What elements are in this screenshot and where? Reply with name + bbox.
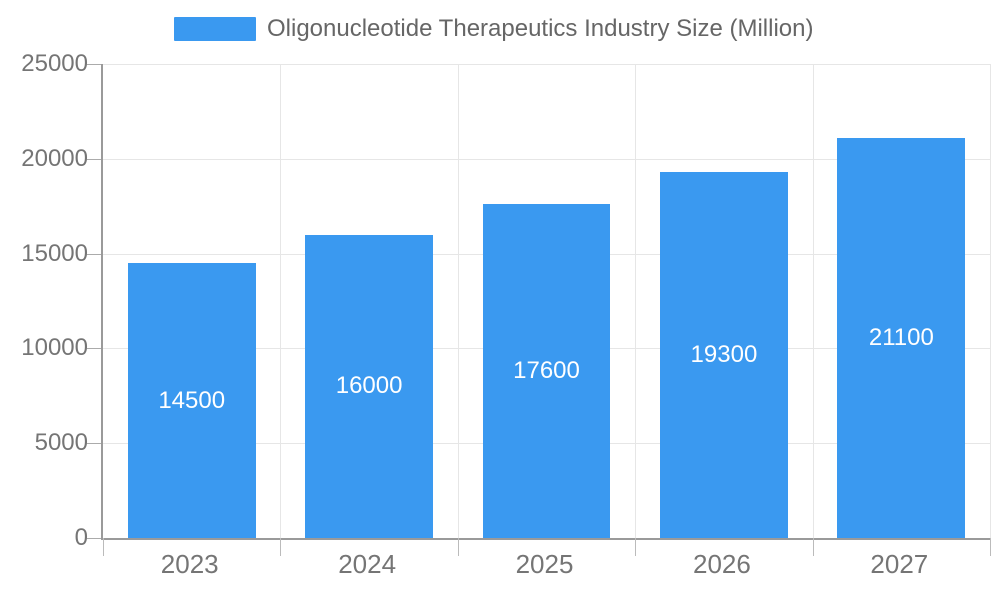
y-tick-label: 0: [74, 524, 88, 551]
x-axis-tick: [635, 538, 637, 556]
y-axis-labels: 25000 20000 15000 10000 5000 0: [0, 50, 88, 551]
bar-slot-2023: 14500: [103, 64, 280, 538]
bar-2024[interactable]: 16000: [305, 234, 433, 538]
y-tick-label: 10000: [21, 334, 88, 362]
x-tick-label: 2026: [693, 549, 751, 579]
plot-area: 14500 16000 17600 19300 21100: [87, 64, 991, 556]
v-gridline: [812, 64, 814, 538]
x-axis-tick: [280, 538, 282, 556]
bars-layer: 14500 16000 17600 19300 21100: [103, 64, 990, 538]
h-gridline: [103, 64, 990, 65]
legend-swatch[interactable]: [174, 17, 256, 41]
x-axis-tick: [457, 538, 459, 556]
bar-2025[interactable]: 17600: [482, 204, 611, 538]
y-tick-label: 15000: [21, 239, 88, 267]
bar-value-label: 14500: [158, 386, 226, 414]
bar-2026[interactable]: 19300: [660, 172, 788, 538]
y-axis-tick: [87, 253, 101, 255]
bar-slot-2025: 17600: [458, 64, 635, 538]
y-axis-tick: [87, 538, 101, 539]
bar-value-label: 17600: [513, 357, 580, 385]
bar-value-label: 21100: [868, 323, 934, 351]
legend-item[interactable]: Oligonucleotide Therapeutics Industry Si…: [174, 15, 813, 43]
y-axis-tick: [87, 348, 101, 350]
x-tick-label: 2025: [515, 549, 574, 579]
bar-value-label: 19300: [690, 341, 758, 369]
x-tick-label: 2027: [870, 549, 929, 579]
bar-slot-2024: 16000: [280, 64, 457, 538]
y-axis-tick: [87, 443, 101, 445]
bar-2023[interactable]: 14500: [127, 263, 256, 538]
y-axis-tick: [87, 158, 101, 160]
bar-slot-2026: 19300: [635, 64, 812, 538]
v-gridline: [990, 64, 991, 538]
x-tick-label: 2023: [160, 549, 219, 579]
h-gridline: [103, 158, 990, 160]
bar-value-label: 16000: [335, 372, 403, 400]
y-tick-label: 25000: [21, 50, 88, 77]
legend-label: Oligonucleotide Therapeutics Industry Si…: [267, 15, 814, 42]
v-gridline: [280, 64, 282, 538]
v-gridline: [457, 64, 459, 538]
y-tick-label: 5000: [34, 429, 88, 457]
x-tick-label: 2024: [338, 549, 397, 579]
v-gridline: [635, 64, 637, 538]
bar-slot-2027: 21100: [813, 64, 990, 538]
x-axis-tick: [103, 538, 104, 556]
y-tick-label: 20000: [21, 144, 88, 172]
x-axis-labels: 2023 2024 2025 2026 2027: [101, 549, 988, 580]
x-axis-tick: [812, 538, 814, 556]
y-axis-tick: [87, 64, 101, 65]
bar-2027[interactable]: 21100: [837, 137, 966, 538]
x-axis-tick: [990, 538, 991, 556]
